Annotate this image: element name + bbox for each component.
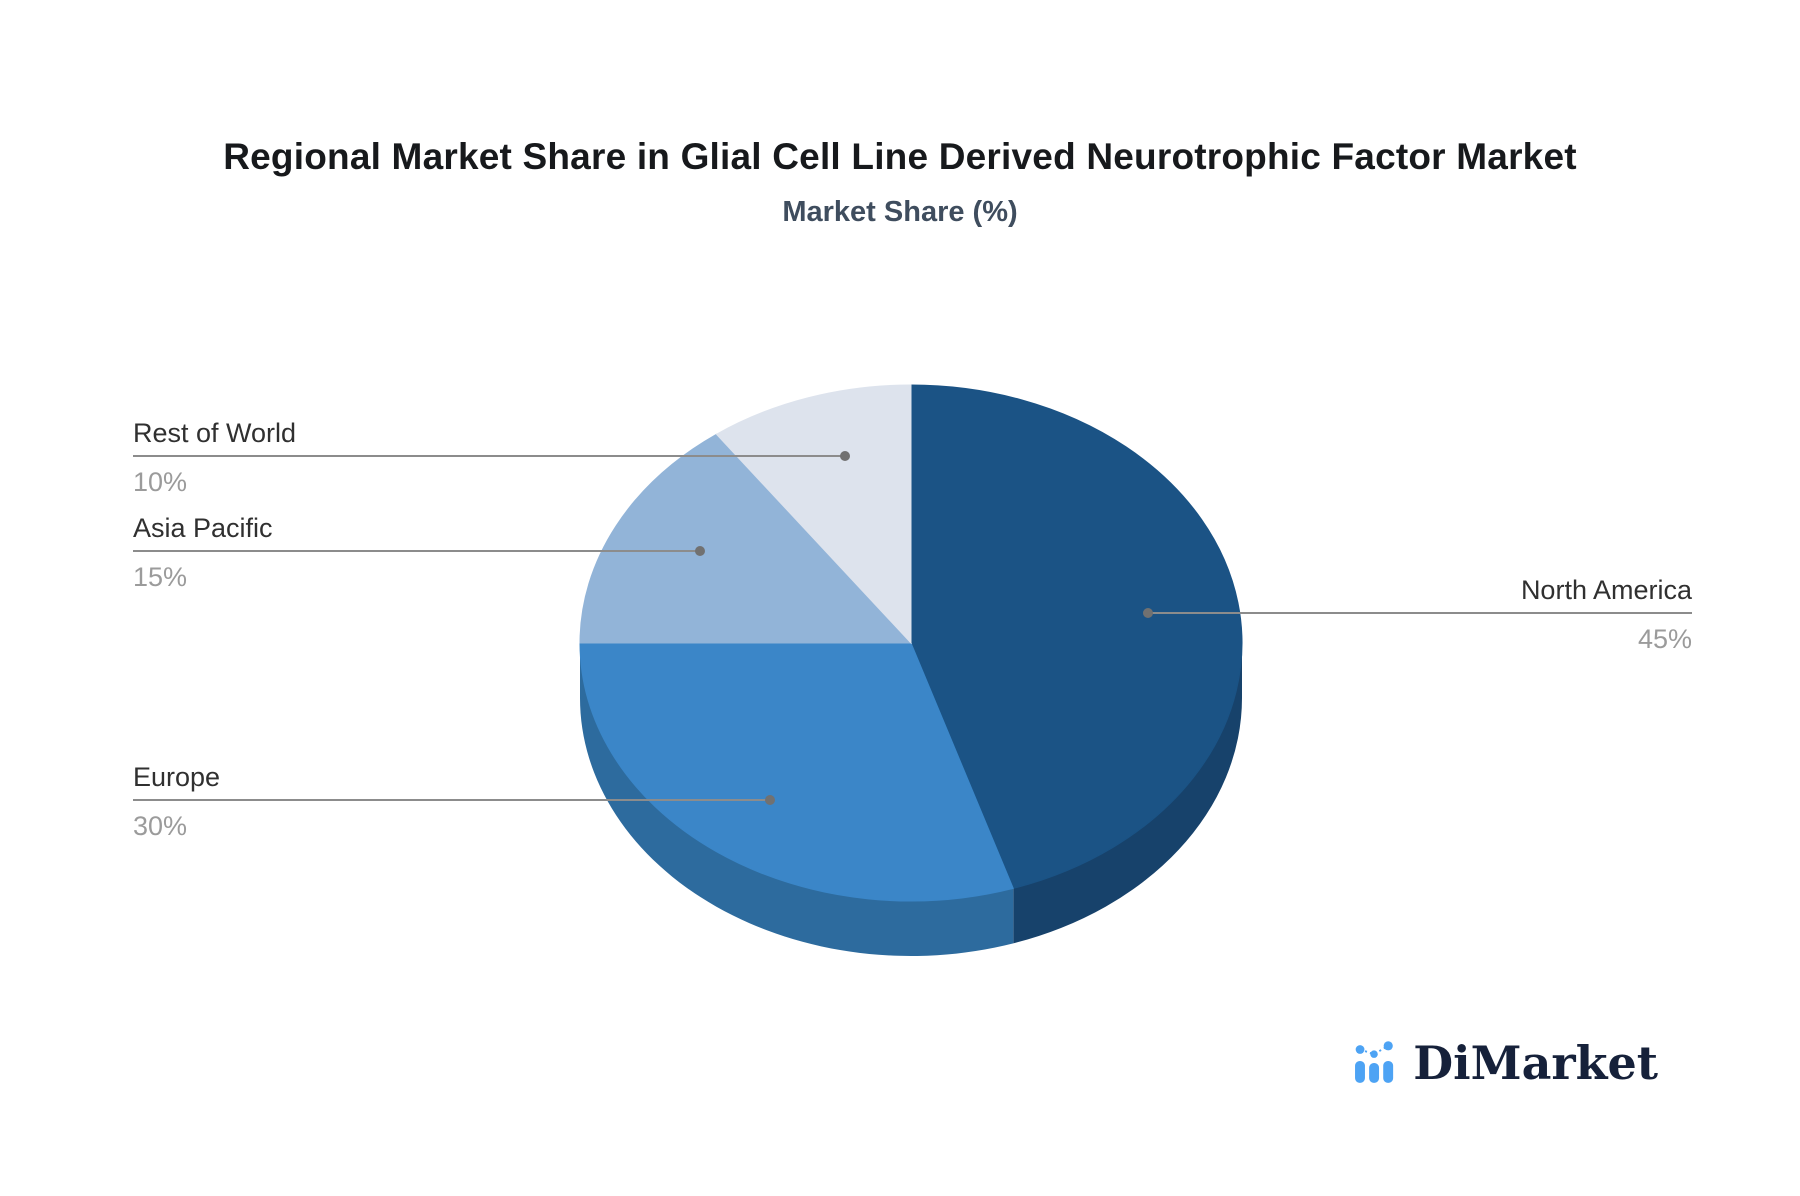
leader-dot-rest-of-world [840,451,850,461]
slice-label-name-rest-of-world: Rest of World [133,418,297,448]
chart-title: Regional Market Share in Glial Cell Line… [223,136,1577,177]
logo-dot-2 [1370,1050,1379,1058]
bar-chart-logo-icon [1355,1041,1394,1083]
chart-subtitle: Market Share (%) [782,196,1018,228]
pie-slice-north-america [910,384,1243,889]
pie-slice-side-north-america [1013,643,1242,944]
slice-label-name-north-america: North America [1520,575,1692,605]
logo-bar-1 [1355,1060,1366,1083]
pie-slice-europe [579,642,1014,902]
pie-slice-side-europe [580,643,1014,956]
slice-label-value-north-america: 45% [1637,624,1692,654]
leader-dot-asia-pacific [695,546,705,556]
slice-label-name-asia-pacific: Asia Pacific [133,513,273,543]
slice-label-value-europe: 30% [133,811,188,841]
logo-dot-1 [1355,1045,1365,1054]
pie-slice-rest-of-world [715,384,912,645]
slice-label-value-rest-of-world: 10% [133,467,188,497]
leader-dot-north-america [1143,608,1153,618]
brand-logo: DiMarket [1355,1038,1658,1086]
slice-label-name-europe: Europe [133,762,221,792]
logo-dot-3 [1383,1041,1394,1051]
leader-dot-europe [765,795,775,805]
logo-bar-2 [1369,1063,1380,1083]
slice-label-value-asia-pacific: 15% [133,562,188,592]
pie-slice-asia-pacific [579,433,913,644]
logo-bar-3 [1383,1060,1394,1083]
brand-name: DiMarket [1413,1036,1658,1090]
